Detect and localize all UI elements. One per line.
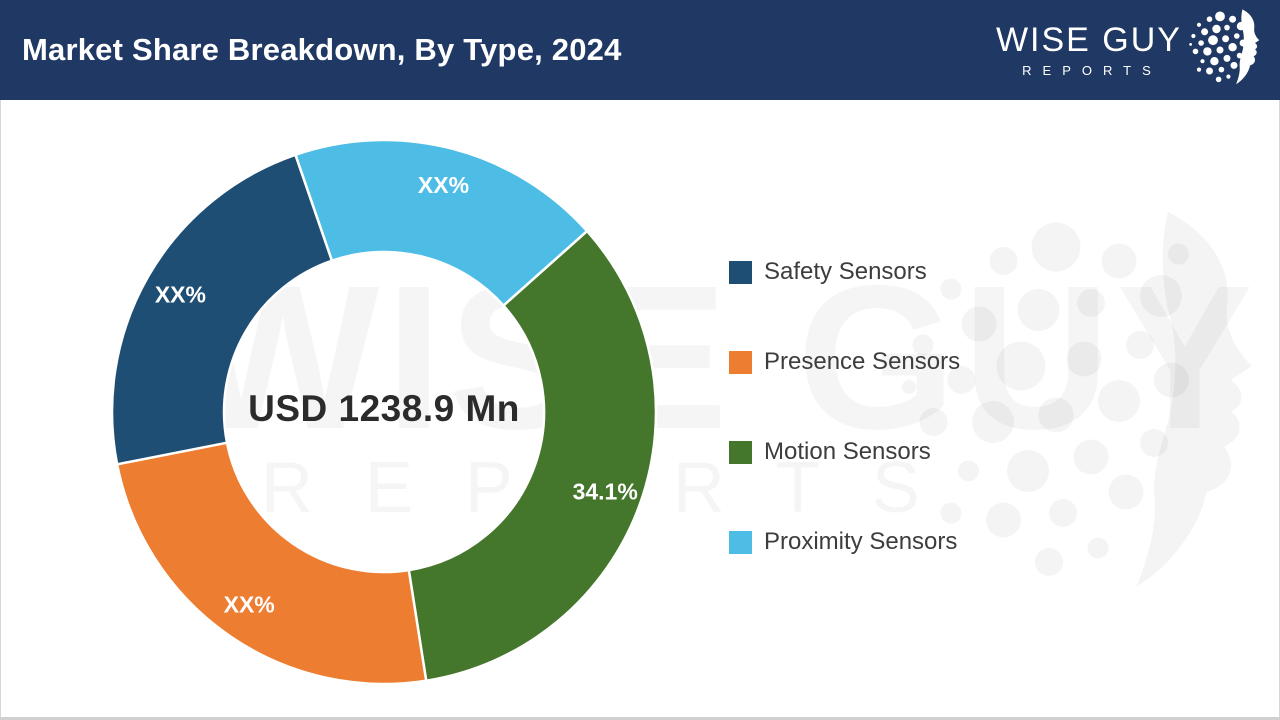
chart-legend: Safety Sensors Presence Sensors Motion Sen… (729, 257, 960, 617)
legend-label: Proximity Sensors (764, 528, 958, 555)
legend-swatch (729, 260, 752, 284)
logo-text: WISE GUY REPORTS (996, 23, 1182, 78)
legend-item-motion-sensors: Motion Sensors (729, 437, 960, 467)
header-bar: Market Share Breakdown, By Type, 2024 WI… (0, 0, 1280, 100)
legend-item-presence-sensors: Presence Sensors (729, 347, 960, 377)
page-title: Market Share Breakdown, By Type, 2024 (22, 32, 622, 67)
logo-wordmark: WISE GUY (995, 20, 1182, 59)
legend-swatch (729, 350, 752, 374)
donut-segment-proximity-sensors (294, 138, 589, 307)
chart-area: WISE GUY REPORTS XX%34.1%XX%XX% USD 1238… (0, 100, 1280, 720)
legend-label: Presence Sensors (764, 348, 961, 375)
legend-item-proximity-sensors: Proximity Sensors (729, 527, 960, 557)
segment-label-safety-sensors: XX% (155, 282, 206, 308)
wise-guy-reports-logo: WISE GUY REPORTS (996, 0, 1262, 100)
segment-label-proximity-sensors: XX% (418, 172, 469, 198)
dotted-head-icon (1178, 6, 1262, 94)
legend-label: Safety Sensors (764, 258, 927, 285)
donut-chart: XX% 34.1% XX% XX% (110, 138, 658, 686)
donut-segment-motion-sensors (407, 229, 658, 682)
legend-label: Motion Sensors (764, 438, 931, 465)
legend-swatch (729, 530, 752, 554)
segment-label-presence-sensors: XX% (224, 592, 275, 618)
segment-label-motion-sensors: 34.1% (573, 478, 638, 504)
donut-segment-safety-sensors (110, 153, 334, 466)
legend-item-safety-sensors: Safety Sensors (729, 257, 960, 287)
legend-swatch (729, 440, 752, 464)
logo-subtitle: REPORTS (1022, 62, 1162, 78)
donut-center-value: USD 1238.9 Mn (248, 388, 520, 429)
donut-segment-presence-sensors (115, 441, 428, 686)
